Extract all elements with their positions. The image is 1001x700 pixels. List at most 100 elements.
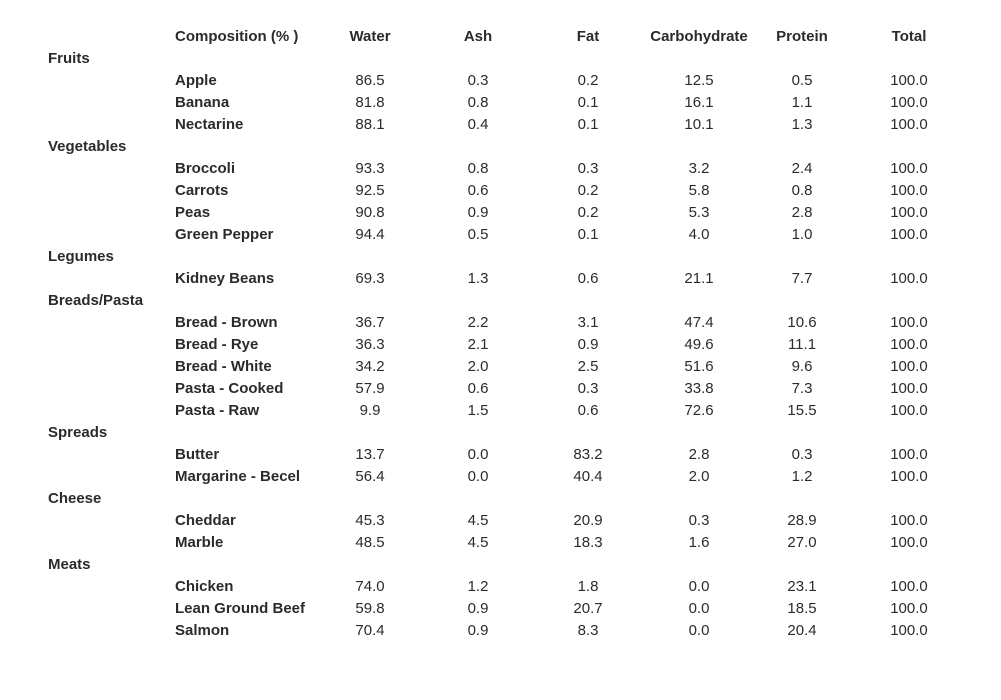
fat-value: 8.3	[577, 622, 599, 639]
water-value: 69.3	[355, 270, 385, 287]
fat-value: 1.8	[577, 578, 599, 595]
empty-cell	[48, 444, 175, 466]
empty-cell	[330, 136, 410, 158]
fat-value: 0.9	[577, 336, 599, 353]
ash-value: 2.2	[467, 314, 489, 331]
empty-cell	[410, 488, 546, 510]
empty-cell	[410, 136, 546, 158]
food-row: Pasta - Raw 9.9 1.5 0.6 72.6 15.5 100.0	[48, 400, 982, 422]
fat-value: 0.2	[577, 72, 599, 89]
total-value: 100.0	[890, 182, 928, 199]
empty-cell	[768, 290, 836, 312]
food-row: Broccoli 93.3 0.8 0.3 3.2 2.4 100.0	[48, 158, 982, 180]
food-row: Apple 86.5 0.3 0.2 12.5 0.5 100.0	[48, 70, 982, 92]
water-value: 48.5	[355, 534, 385, 551]
food-name: Green Pepper	[175, 226, 274, 243]
food-row: Bread - Brown 36.7 2.2 3.1 47.4 10.6 100.0	[48, 312, 982, 334]
empty-cell	[630, 488, 768, 510]
empty-cell	[48, 158, 175, 180]
category-label: Spreads	[48, 424, 108, 441]
food-name: Margarine - Becel	[175, 468, 301, 485]
fat-value: 18.3	[573, 534, 603, 551]
table-body: Fruits Apple 86.5 0.3 0.2 12.5 0.5 100.0 Banana 8…	[48, 48, 982, 642]
empty-cell	[175, 48, 330, 70]
empty-cell	[48, 598, 175, 620]
carbohydrate-value: 0.3	[688, 512, 710, 529]
empty-cell	[768, 48, 836, 70]
carbohydrate-value: 33.8	[684, 380, 714, 397]
empty-cell	[48, 180, 175, 202]
food-row: Bread - White 34.2 2.0 2.5 51.6 9.6 100.0	[48, 356, 982, 378]
category-row: Spreads	[48, 422, 982, 444]
fat-value: 0.1	[577, 94, 599, 111]
category-label: Fruits	[48, 50, 90, 67]
empty-cell	[768, 246, 836, 268]
total-value: 100.0	[890, 534, 928, 551]
carbohydrate-value: 10.1	[684, 116, 714, 133]
food-row: Chicken 74.0 1.2 1.8 0.0 23.1 100.0	[48, 576, 982, 598]
protein-value: 28.9	[787, 512, 817, 529]
empty-cell	[48, 620, 175, 642]
composition-table-container: Composition (% ) Water Ash Fat Carbohydr…	[48, 28, 982, 642]
protein-value: 1.3	[791, 116, 813, 133]
empty-cell	[175, 488, 330, 510]
total-value: 100.0	[890, 160, 928, 177]
empty-cell	[48, 510, 175, 532]
fat-column-header: Fat	[576, 28, 600, 45]
ash-value: 1.2	[467, 578, 489, 595]
carbohydrate-value: 3.2	[688, 160, 710, 177]
food-name: Bread - Brown	[175, 314, 278, 331]
total-value: 100.0	[890, 314, 928, 331]
food-name: Butter	[175, 446, 220, 463]
food-name: Cheddar	[175, 512, 236, 529]
total-value: 100.0	[890, 446, 928, 463]
carbohydrate-value: 2.8	[688, 446, 710, 463]
empty-cell	[546, 136, 630, 158]
protein-value: 2.4	[791, 160, 813, 177]
ash-value: 2.0	[467, 358, 489, 375]
food-name: Pasta - Cooked	[175, 380, 284, 397]
water-value: 88.1	[355, 116, 385, 133]
empty-cell	[48, 334, 175, 356]
food-row: Margarine - Becel 56.4 0.0 40.4 2.0 1.2 100.0	[48, 466, 982, 488]
carbohydrate-value: 47.4	[684, 314, 714, 331]
category-label: Meats	[48, 556, 91, 573]
food-row: Peas 90.8 0.9 0.2 5.3 2.8 100.0	[48, 202, 982, 224]
empty-cell	[330, 488, 410, 510]
ash-value: 0.9	[467, 600, 489, 617]
empty-cell	[48, 312, 175, 334]
empty-cell	[410, 246, 546, 268]
empty-cell	[48, 378, 175, 400]
empty-cell	[546, 554, 630, 576]
empty-cell	[546, 290, 630, 312]
ash-value: 0.3	[467, 72, 489, 89]
empty-cell	[410, 554, 546, 576]
water-value: 92.5	[355, 182, 385, 199]
food-row: Bread - Rye 36.3 2.1 0.9 49.6 11.1 100.0	[48, 334, 982, 356]
water-value: 9.9	[359, 402, 381, 419]
water-value: 86.5	[355, 72, 385, 89]
carbohydrate-value: 16.1	[684, 94, 714, 111]
empty-cell	[330, 554, 410, 576]
category-row: Breads/Pasta	[48, 290, 982, 312]
water-value: 90.8	[355, 204, 385, 221]
food-name: Bread - Rye	[175, 336, 259, 353]
total-value: 100.0	[890, 600, 928, 617]
total-value: 100.0	[890, 270, 928, 287]
carbohydrate-value: 1.6	[688, 534, 710, 551]
empty-cell	[768, 422, 836, 444]
water-value: 93.3	[355, 160, 385, 177]
protein-value: 11.1	[787, 336, 817, 353]
empty-cell	[630, 246, 768, 268]
food-row: Green Pepper 94.4 0.5 0.1 4.0 1.0 100.0	[48, 224, 982, 246]
total-value: 100.0	[890, 468, 928, 485]
protein-value: 10.6	[787, 314, 817, 331]
protein-value: 1.1	[791, 94, 813, 111]
fat-value: 0.1	[577, 226, 599, 243]
ash-value: 2.1	[467, 336, 489, 353]
food-name: Salmon	[175, 622, 230, 639]
category-row: Cheese	[48, 488, 982, 510]
fat-value: 0.2	[577, 182, 599, 199]
empty-cell	[330, 246, 410, 268]
empty-cell	[546, 422, 630, 444]
